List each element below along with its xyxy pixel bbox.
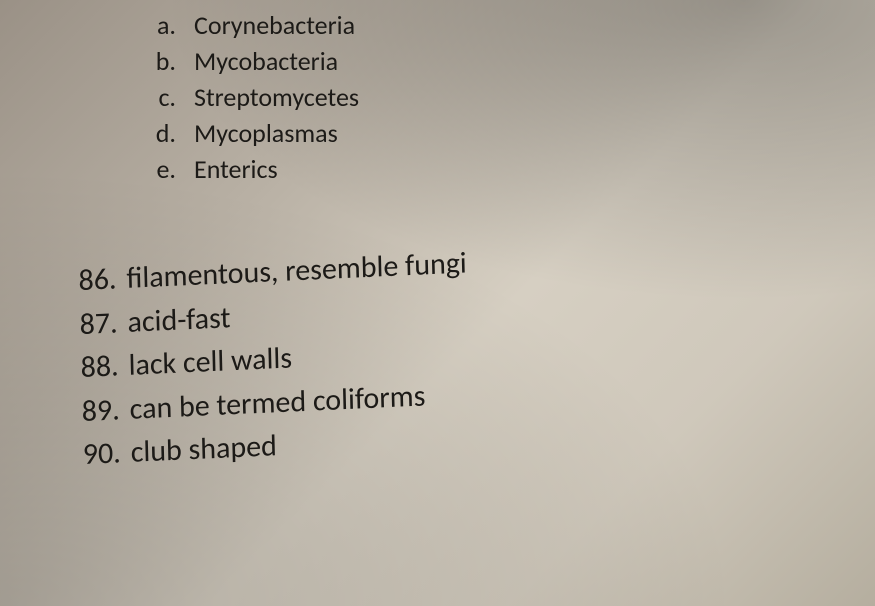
option-text: Streptomycetes [194, 80, 359, 116]
option-row: a. Corynebacteria [150, 8, 359, 44]
question-number: 88. [60, 344, 129, 391]
option-text: Mycobacteria [194, 44, 338, 80]
option-row: c. Streptomycetes [150, 80, 359, 116]
option-letter: d. [150, 116, 194, 152]
option-row: e. Enterics [150, 152, 359, 188]
question-text: lack cell walls [128, 336, 292, 387]
question-number: 87. [59, 300, 128, 347]
question-number: 89. [61, 387, 130, 434]
option-text: Enterics [194, 152, 278, 188]
worksheet-page: a. Corynebacteria b. Mycobacteria c. Str… [0, 0, 875, 606]
option-text: Corynebacteria [194, 8, 355, 44]
answer-options-list: a. Corynebacteria b. Mycobacteria c. Str… [150, 8, 359, 187]
question-number: 90. [62, 431, 131, 478]
option-letter: b. [150, 44, 194, 80]
question-list: 86. filamentous, resemble fungi 87. acid… [58, 241, 471, 477]
question-text: club shaped [130, 424, 277, 474]
option-letter: e. [150, 152, 194, 188]
option-row: b. Mycobacteria [150, 44, 359, 80]
option-row: d. Mycoplasmas [150, 116, 359, 152]
option-letter: a. [150, 8, 194, 44]
option-text: Mycoplasmas [194, 116, 338, 152]
question-text: acid-fast [127, 296, 231, 344]
option-letter: c. [150, 80, 194, 116]
question-number: 86. [58, 257, 127, 304]
